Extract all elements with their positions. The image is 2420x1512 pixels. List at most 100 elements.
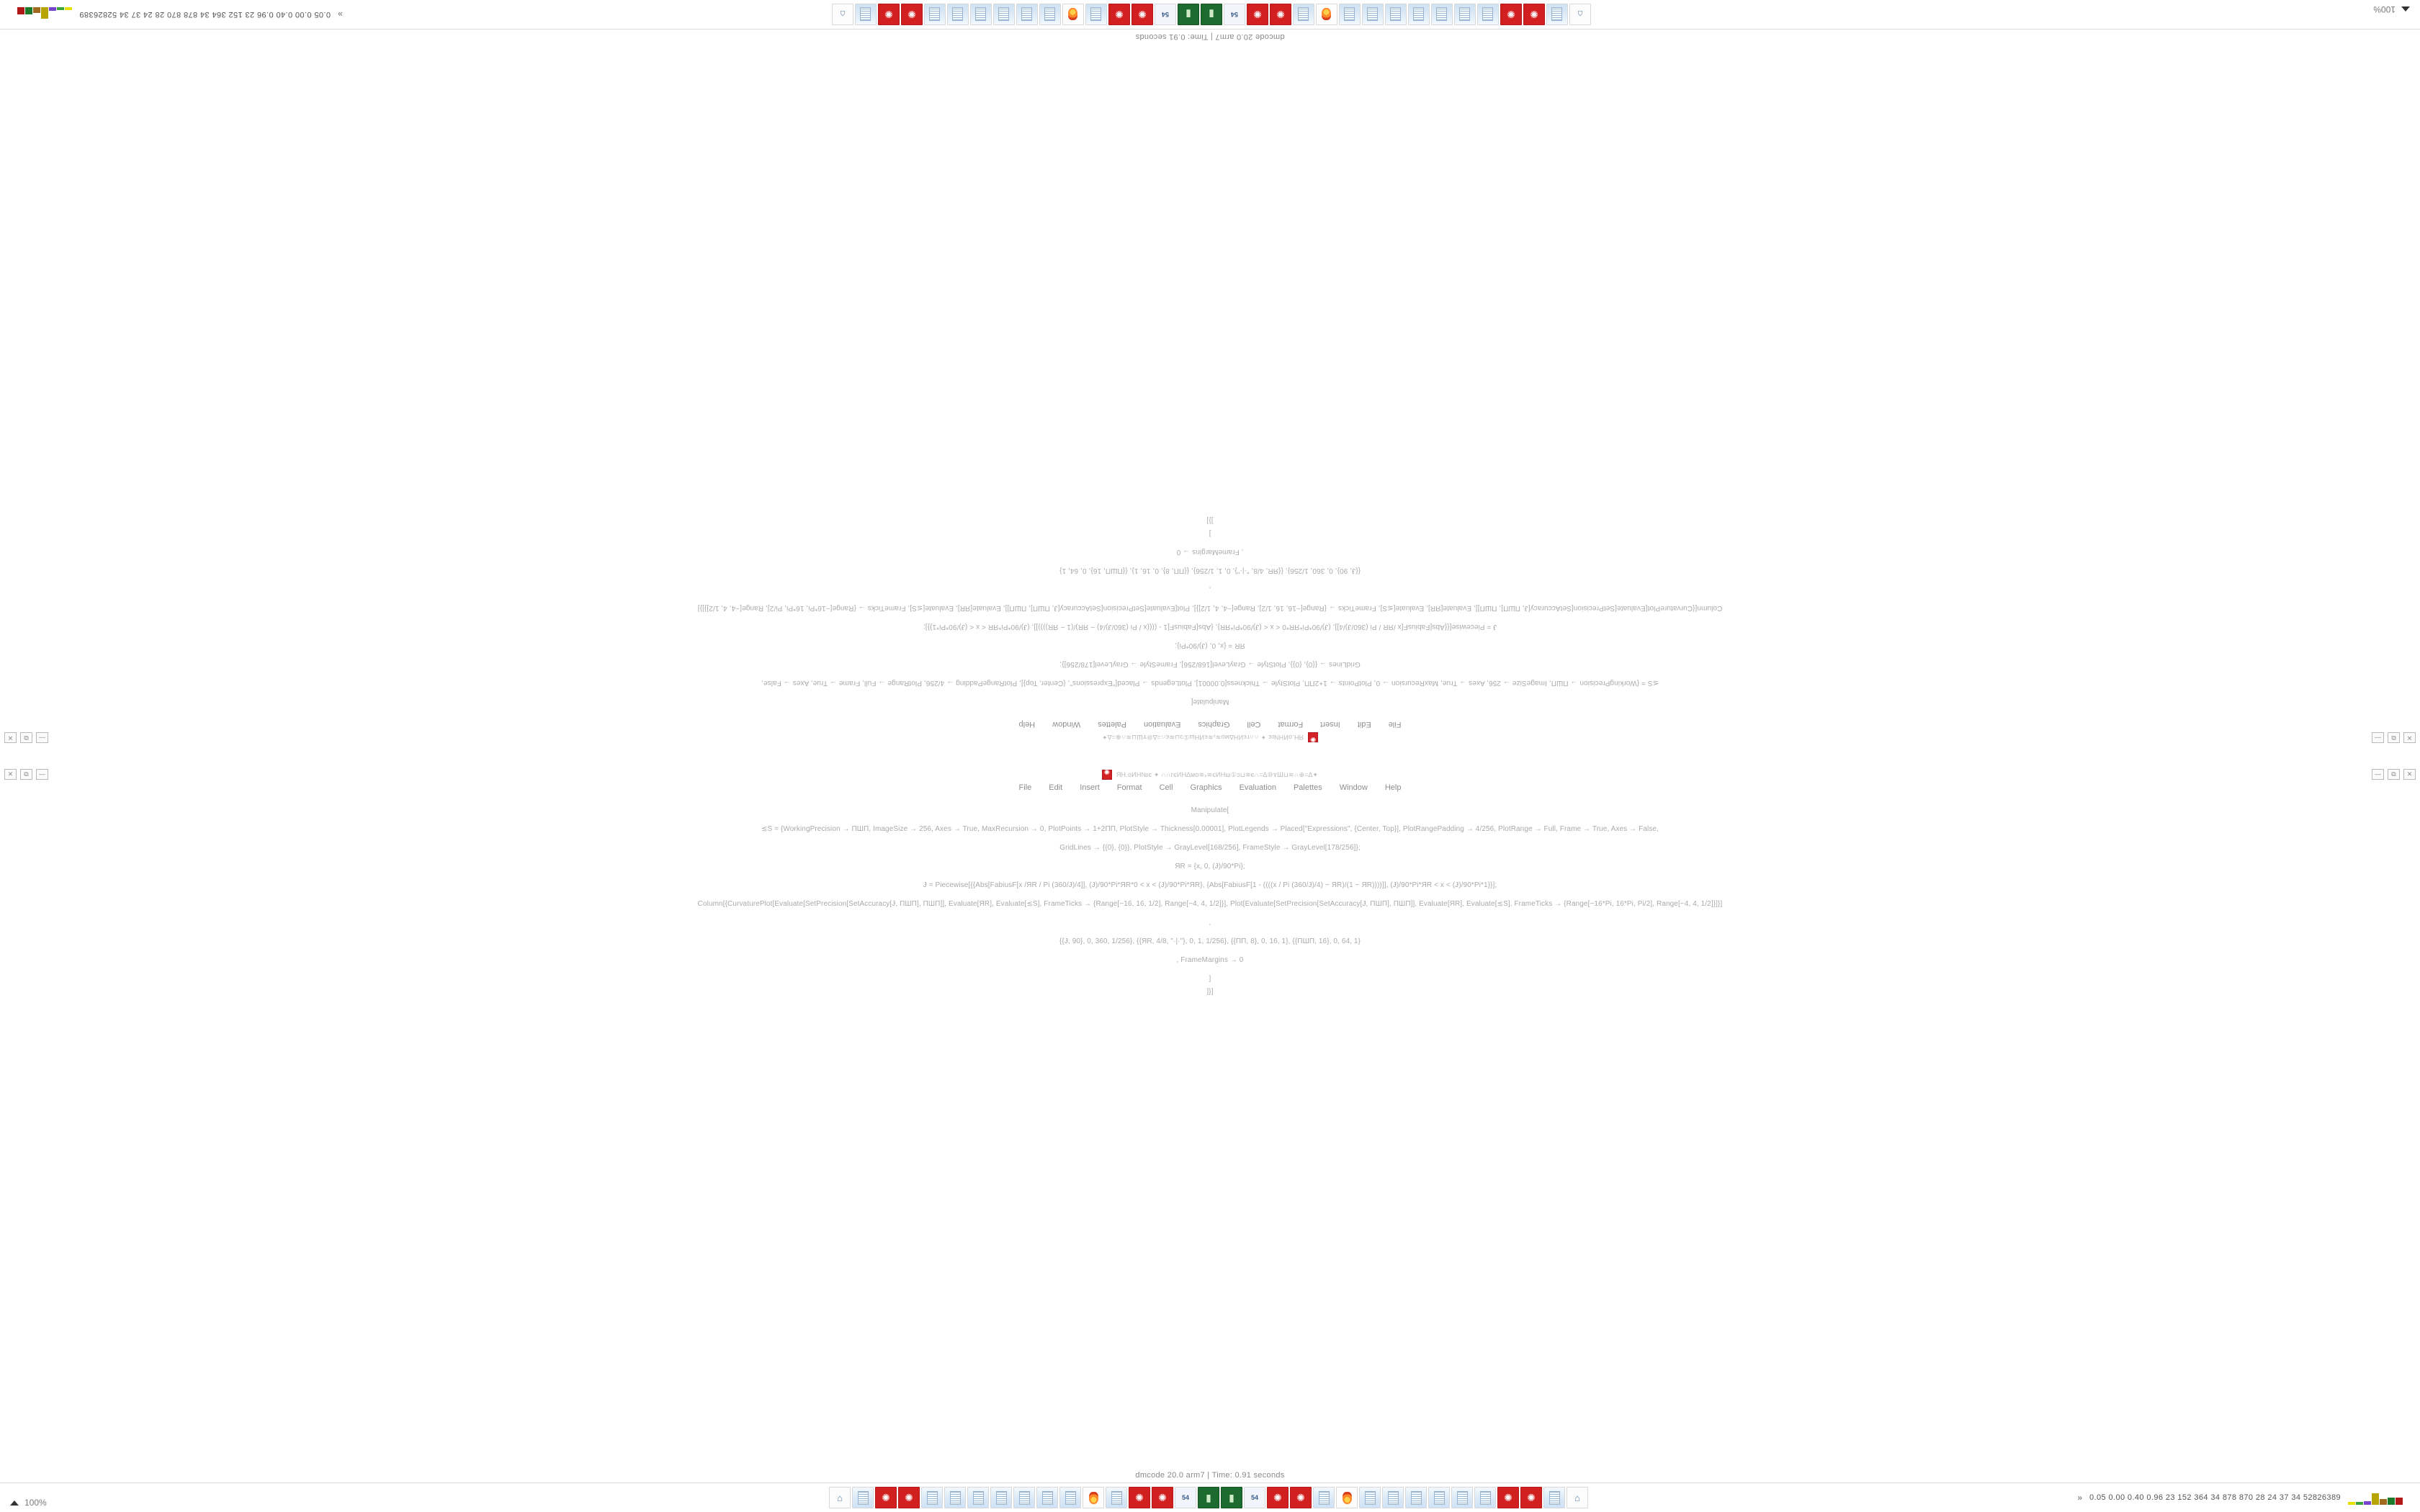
taskbar-window-notebook-8[interactable] bbox=[1339, 4, 1361, 25]
code-line-piecewise[interactable]: Ɉ = Piecewise[{{Abs[FabiusF[x /ЯR / Pi (… bbox=[923, 881, 1497, 889]
taskbar[interactable]: ⌂ ✺ ✺ ✺ ✺ 54 ▮ ▮ 54 ✺ ✺ ✺ ✺ ⌂ » 0.05 0.00 0.40 0.96 2… bbox=[0, 0, 2420, 30]
code-line-close-1[interactable]: ] bbox=[1209, 975, 1211, 983]
notebook-menu-bar[interactable]: File Edit Insert Format Cell Graphics Ev… bbox=[0, 783, 2420, 792]
code-line-comma[interactable]: , bbox=[1209, 919, 1211, 927]
code-line-margins[interactable]: , FrameMargins → 0 bbox=[1176, 548, 1244, 556]
zoom-indicator[interactable]: 100% bbox=[10, 1498, 47, 1508]
taskbar-window-mathematica-4[interactable]: ✺ bbox=[1247, 4, 1268, 25]
taskbar-window-mathematica-6[interactable]: ✺ bbox=[1290, 1487, 1312, 1508]
taskbar-window-mathematica-2[interactable]: ✺ bbox=[898, 1487, 920, 1508]
code-line-piecewise[interactable]: Ɉ = Piecewise[{{Abs[FabiusF[x /ЯR / Pi (… bbox=[923, 623, 1497, 631]
taskbar-window-notebook-10[interactable] bbox=[1313, 1487, 1335, 1508]
window-controls-left[interactable]: ✕ ⧉ — bbox=[4, 769, 48, 780]
taskbar-window-notebook-9[interactable] bbox=[1106, 1487, 1127, 1508]
minimize-icon[interactable]: — bbox=[2372, 769, 2384, 780]
menu-item-insert[interactable]: Insert bbox=[1080, 783, 1100, 792]
taskbar-window-notebook-14[interactable] bbox=[1428, 1487, 1450, 1508]
menu-item-file[interactable]: File bbox=[1018, 783, 1032, 792]
taskbar-window-mathematica-8[interactable]: ✺ bbox=[878, 4, 900, 25]
code-line-manipulate[interactable]: Manipulate[ bbox=[1191, 806, 1229, 814]
taskbar-window-mathematica-1[interactable]: ✺ bbox=[1523, 4, 1545, 25]
taskbar-window-notebook-3[interactable] bbox=[1454, 4, 1476, 25]
code-line-column[interactable]: Column[{CurvaturePlot[Evaluate[SetPrecis… bbox=[697, 900, 1723, 908]
tray-expand-icon[interactable]: » bbox=[2077, 1493, 2082, 1503]
menu-item-evaluation[interactable]: Evaluation bbox=[1239, 783, 1276, 792]
taskbar-window-notebook-10[interactable] bbox=[1085, 4, 1107, 25]
taskbar-window-firefox-2[interactable] bbox=[1062, 4, 1084, 25]
code-line-gridlines[interactable]: GridLines → {{0}, {0}}, PlotStyle → Gray… bbox=[1059, 660, 1361, 668]
code-line-controls[interactable]: {{Ɉ, 90}, 0, 360, 1/256}, {{ЯR, 4/8, "·|… bbox=[1059, 937, 1361, 945]
menu-item-window[interactable]: Window bbox=[1339, 783, 1368, 792]
tray-expand-icon[interactable]: » bbox=[338, 9, 343, 19]
window-controls-right[interactable]: — ⧉ ✕ bbox=[2372, 769, 2416, 780]
taskbar-window-notebook-6[interactable] bbox=[1013, 1487, 1035, 1508]
taskbar-window-firefox[interactable] bbox=[1083, 1487, 1104, 1508]
code-line-controls[interactable]: {{Ɉ, 90}, 0, 360, 1/256}, {{ЯR, 4/8, "·|… bbox=[1059, 567, 1361, 575]
taskbar-window-terminal-4[interactable]: 54 bbox=[1244, 1487, 1265, 1508]
taskbar-window-notebook-5[interactable] bbox=[1408, 4, 1430, 25]
code-line-margins[interactable]: , FrameMargins → 0 bbox=[1176, 956, 1244, 964]
code-line-close-1[interactable]: ] bbox=[1209, 529, 1211, 537]
code-line-range[interactable]: ЯR = {x, 0, (Ɉ)/90*Pi}; bbox=[1175, 642, 1245, 649]
maximize-icon[interactable]: ⧉ bbox=[20, 769, 32, 780]
code-line-manipulate[interactable]: Manipulate[ bbox=[1191, 698, 1229, 706]
taskbar-window-mathematica-6[interactable]: ✺ bbox=[1108, 4, 1130, 25]
taskbar-window-mathematica-5[interactable]: ✺ bbox=[1131, 4, 1153, 25]
taskbar-window-terminal-4[interactable]: 54 bbox=[1155, 4, 1176, 25]
taskbar-window-notebook-11[interactable] bbox=[1039, 4, 1061, 25]
taskbar-window-terminal-3[interactable]: ▮ bbox=[1221, 1487, 1242, 1508]
taskbar-window-notebook-2[interactable] bbox=[1477, 4, 1499, 25]
taskbar-window-notebook-15[interactable] bbox=[1451, 1487, 1473, 1508]
taskbar-window-terminal-2[interactable]: ▮ bbox=[1198, 1487, 1219, 1508]
menu-item-cell[interactable]: Cell bbox=[1159, 783, 1173, 792]
taskbar-window-notebook-16[interactable] bbox=[1474, 1487, 1496, 1508]
taskbar-window-mathematica-1[interactable]: ✺ bbox=[875, 1487, 897, 1508]
code-line-close-2[interactable]: ]}] bbox=[1206, 516, 1214, 524]
code-line-options[interactable]: ≲S = {WorkingPrecision → ПШП, ImageSize … bbox=[761, 679, 1659, 687]
taskbar-window-notebook-2[interactable] bbox=[921, 1487, 943, 1508]
taskbar-show-desktop[interactable]: ⌂ bbox=[1569, 4, 1591, 25]
taskbar-window-list[interactable]: ⌂ ✺ ✺ ✺ ✺ 54 ▮ ▮ 54 ✺ ✺ ✺ ✺ ⌂ bbox=[753, 1487, 1664, 1508]
taskbar-window-notebook-12[interactable] bbox=[1382, 1487, 1404, 1508]
taskbar-window-notebook-16[interactable] bbox=[924, 4, 946, 25]
menu-item-format[interactable]: Format bbox=[1116, 783, 1142, 792]
taskbar-window-notebook-5[interactable] bbox=[990, 1487, 1012, 1508]
taskbar-window-notebook-8[interactable] bbox=[1059, 1487, 1081, 1508]
zoom-indicator[interactable]: 100% bbox=[2373, 4, 2410, 14]
menu-item-help[interactable]: Help bbox=[1384, 783, 1402, 792]
taskbar-window-notebook-13[interactable] bbox=[1405, 1487, 1427, 1508]
taskbar-window-notebook-7[interactable] bbox=[1362, 4, 1384, 25]
taskbar-window-notebook-4[interactable] bbox=[1431, 4, 1453, 25]
taskbar-window-mathematica-7[interactable]: ✺ bbox=[1497, 1487, 1519, 1508]
taskbar-window-notebook-14[interactable] bbox=[970, 4, 992, 25]
taskbar-window-mathematica-5[interactable]: ✺ bbox=[1267, 1487, 1289, 1508]
taskbar-window-terminal-3[interactable]: ▮ bbox=[1178, 4, 1199, 25]
taskbar-window-notebook-13[interactable] bbox=[993, 4, 1015, 25]
taskbar-show-desktop-right[interactable]: ⌂ bbox=[1567, 1487, 1588, 1508]
taskbar-window-mathematica-7[interactable]: ✺ bbox=[901, 4, 923, 25]
taskbar-window-terminal-1[interactable]: 54 bbox=[1224, 4, 1245, 25]
menu-item-graphics[interactable]: Graphics bbox=[1190, 783, 1222, 792]
caret-up-icon[interactable] bbox=[10, 1500, 19, 1506]
taskbar-window-notebook-9[interactable] bbox=[1293, 4, 1314, 25]
taskbar-window-notebook-11[interactable] bbox=[1359, 1487, 1381, 1508]
taskbar-window-notebook-6[interactable] bbox=[1385, 4, 1407, 25]
menu-item-palettes[interactable]: Palettes bbox=[1293, 783, 1322, 792]
menu-item-edit[interactable]: Edit bbox=[1049, 783, 1063, 792]
taskbar-window-mathematica-3[interactable]: ✺ bbox=[1129, 1487, 1150, 1508]
caret-up-icon[interactable] bbox=[2401, 6, 2410, 12]
taskbar-window-notebook-3[interactable] bbox=[944, 1487, 966, 1508]
system-tray[interactable]: » 0.05 0.00 0.40 0.96 23 152 364 34 878 … bbox=[0, 7, 756, 22]
taskbar-window-notebook-17[interactable] bbox=[1543, 1487, 1565, 1508]
taskbar-window-notebook-1[interactable] bbox=[1546, 4, 1568, 25]
taskbar-window-terminal-1[interactable]: 54 bbox=[1175, 1487, 1196, 1508]
minimize-icon[interactable]: — bbox=[36, 769, 48, 780]
taskbar-window-notebook-1[interactable] bbox=[852, 1487, 874, 1508]
taskbar[interactable]: ⌂ ✺ ✺ ✺ ✺ 54 ▮ ▮ 54 ✺ ✺ ✺ ✺ ⌂ » 0.05 0.00 0.40 0.96 2… bbox=[0, 1482, 2420, 1512]
taskbar-window-notebook-12[interactable] bbox=[1016, 4, 1038, 25]
taskbar-window-notebook-4[interactable] bbox=[967, 1487, 989, 1508]
code-line-column[interactable]: Column[{CurvaturePlot[Evaluate[SetPrecis… bbox=[697, 604, 1723, 612]
taskbar-window-firefox-2[interactable] bbox=[1336, 1487, 1358, 1508]
taskbar-window-notebook-7[interactable] bbox=[1036, 1487, 1058, 1508]
taskbar-window-list[interactable]: ⌂ ✺ ✺ ✺ ✺ 54 ▮ ▮ 54 ✺ ✺ ✺ ✺ ⌂ bbox=[756, 4, 1667, 25]
